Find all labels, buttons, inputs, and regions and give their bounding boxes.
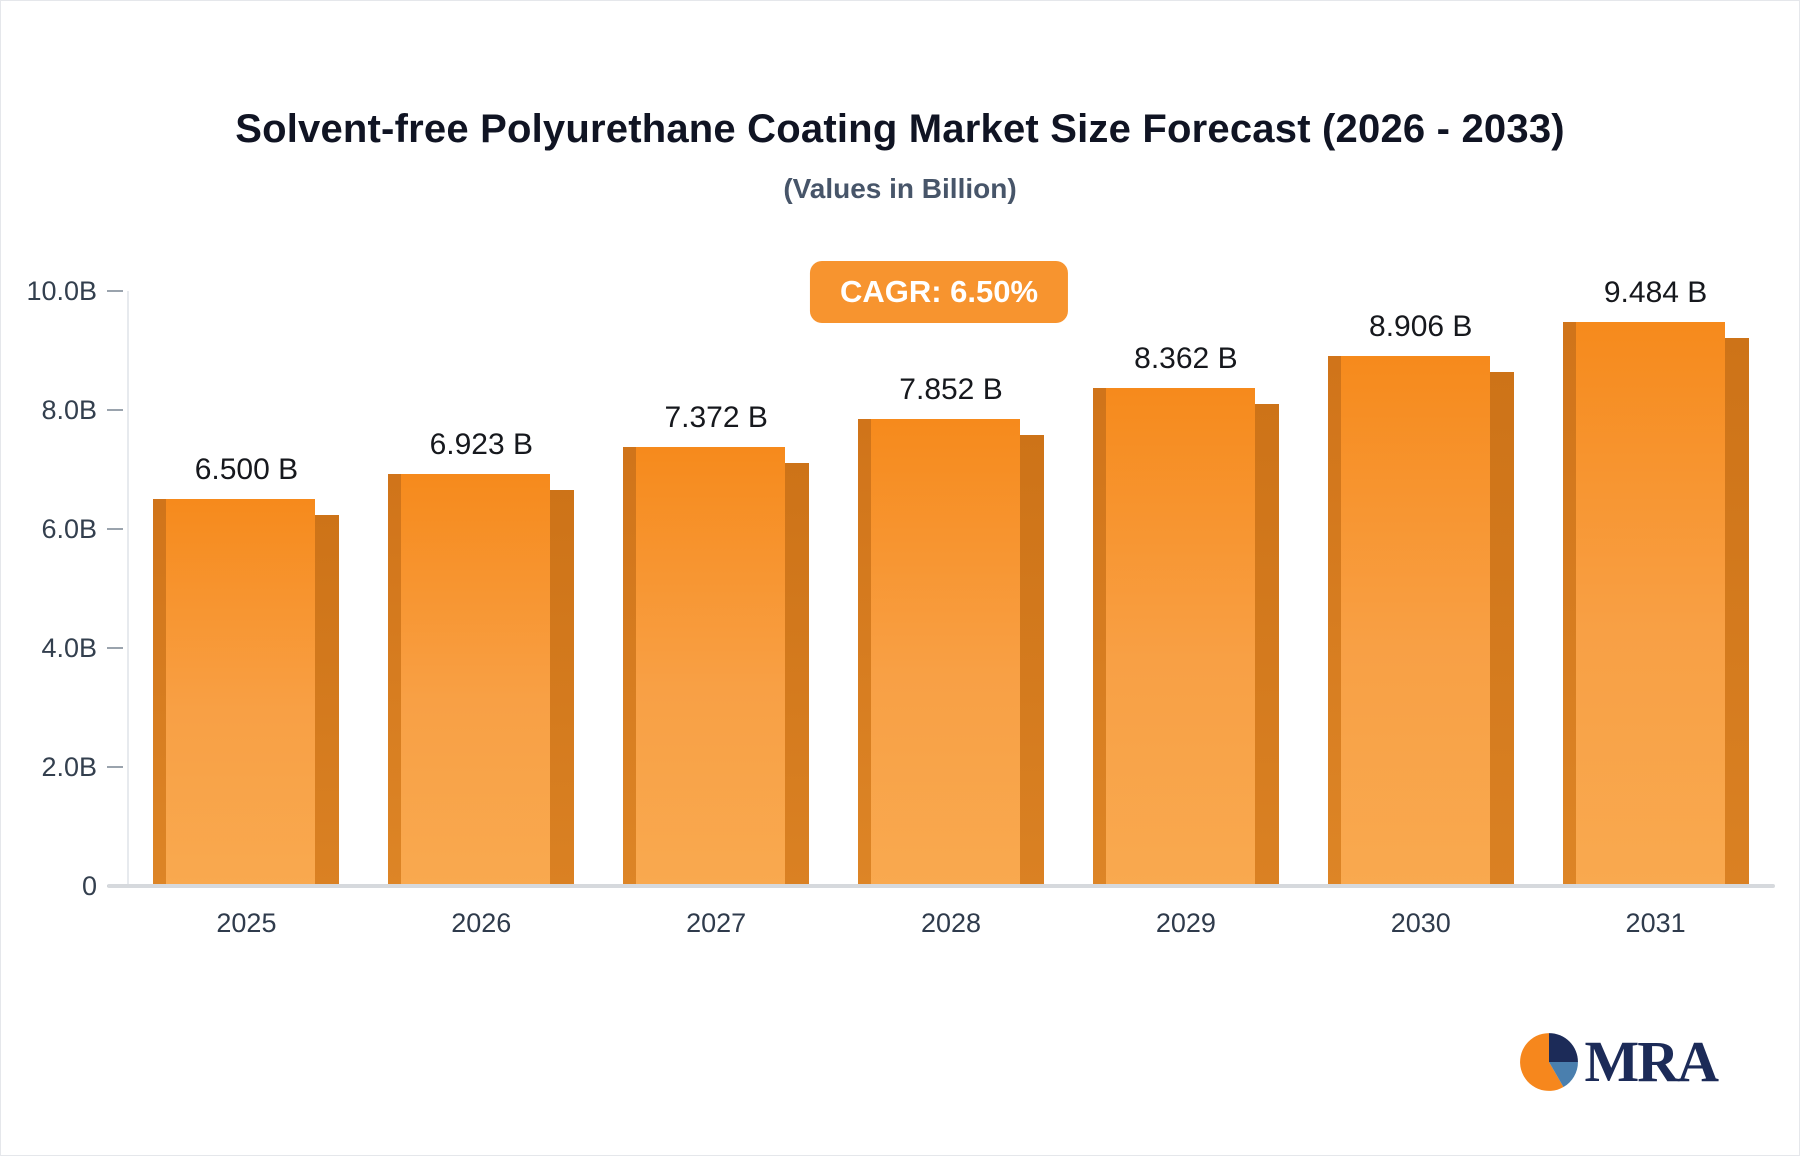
y-tick: 6.0B: [41, 514, 123, 544]
y-tick-mark: [107, 409, 123, 411]
y-tick-label: 2.0B: [41, 751, 97, 782]
bar-2030[interactable]: [1327, 356, 1514, 886]
bar-group-2028: 7.852 B: [834, 291, 1069, 886]
bar-left-shade: [858, 418, 871, 886]
x-axis-label: 2030: [1390, 908, 1451, 938]
chart-title: Solvent-free Polyurethane Coating Market…: [235, 107, 1565, 151]
bar-left-shade: [1092, 388, 1106, 886]
y-tick-label: 4.0B: [41, 632, 97, 663]
y-tick-mark: [107, 290, 123, 292]
bar-front-face: [1092, 388, 1255, 886]
bar-right-shade: [1489, 372, 1514, 886]
bar-group-2029: 8.362 B: [1068, 291, 1303, 886]
bar-2026[interactable]: [388, 474, 575, 886]
bar-left-shade: [153, 499, 167, 886]
plot-area: 6.500 B 6.923 B 7.372 B 7.852 B 8.362 B 8.906…: [129, 276, 1773, 886]
pie-logo-icon: [1520, 1033, 1579, 1091]
bar-left-shade: [388, 474, 402, 886]
bar-right-shade: [785, 463, 810, 886]
y-tick-mark: [107, 528, 123, 530]
bar-right-shade: [315, 515, 340, 886]
bar-value-label: 8.362 B: [1134, 342, 1238, 376]
bar-group-2031: 9.484 B: [1538, 276, 1773, 886]
bar-value-label: 7.852 B: [899, 372, 1003, 406]
bar-value-label: 8.906 B: [1369, 310, 1473, 344]
logo-text: MRA: [1584, 1029, 1719, 1094]
bar-2031[interactable]: [1562, 321, 1749, 886]
y-tick: 2.0B: [41, 752, 123, 782]
bar-value-label: 7.372 B: [664, 401, 768, 435]
bar-2027[interactable]: [623, 447, 810, 886]
bar-group-2026: 6.923 B: [364, 291, 599, 886]
y-tick-label: 8.0B: [41, 394, 97, 425]
bar-group-2025: 6.500 B: [129, 291, 364, 886]
bar-front-face: [1327, 356, 1490, 886]
x-axis-label: 2031: [1625, 908, 1686, 938]
bar-value-label: 9.484 B: [1603, 275, 1708, 309]
bar-value-label: 6.500 B: [194, 453, 299, 487]
bar-value-label: 6.923 B: [429, 428, 533, 462]
brand-logo: MRA: [1518, 1029, 1719, 1094]
y-tick-label: 0: [81, 870, 97, 901]
x-axis-label: 2026: [451, 908, 512, 938]
bar-group-2030: 8.906 B: [1303, 291, 1538, 886]
bar-left-shade: [1562, 321, 1576, 886]
bar-right-shade: [1020, 434, 1044, 886]
y-axis: 10.0B 8.0B 6.0B 4.0B 2.0B 0: [1, 276, 123, 901]
x-axis-label: 2027: [686, 908, 747, 938]
y-tick-label: 10.0B: [26, 275, 97, 306]
bar-2028[interactable]: [858, 418, 1044, 886]
bar-front-face: [153, 499, 316, 886]
bar-2025[interactable]: [153, 499, 340, 886]
x-axis-label: 2028: [920, 908, 982, 938]
x-axis-label: 2025: [216, 908, 277, 938]
x-axis-baseline: [107, 884, 1775, 888]
bar-group-2027: 7.372 B: [599, 291, 834, 886]
bar-right-shade: [550, 490, 575, 886]
cagr-badge: CAGR: 6.50%: [809, 261, 1069, 323]
y-tick: 10.0B: [26, 276, 123, 306]
y-tick-mark: [107, 647, 123, 649]
y-tick: 4.0B: [41, 633, 123, 663]
y-tick-label: 6.0B: [41, 513, 97, 544]
bar-front-face: [623, 447, 786, 886]
y-tick: 8.0B: [41, 395, 123, 425]
y-axis-line: [127, 291, 129, 886]
bar-left-shade: [1327, 356, 1341, 886]
chart-subtitle: (Values in Billion): [783, 173, 1017, 204]
bar-right-shade: [1254, 404, 1279, 886]
bar-right-shade: [1724, 337, 1749, 886]
bar-front-face: [1562, 321, 1725, 886]
x-axis-label: 2029: [1155, 908, 1216, 938]
bar-2029[interactable]: [1092, 388, 1279, 886]
x-axis: 2025 2026 2027 2028 2029 2030 2031: [129, 908, 1773, 939]
bar-front-face: [858, 418, 1020, 886]
bar-front-face: [388, 474, 551, 886]
bar-left-shade: [623, 447, 637, 886]
y-tick-mark: [107, 766, 123, 768]
